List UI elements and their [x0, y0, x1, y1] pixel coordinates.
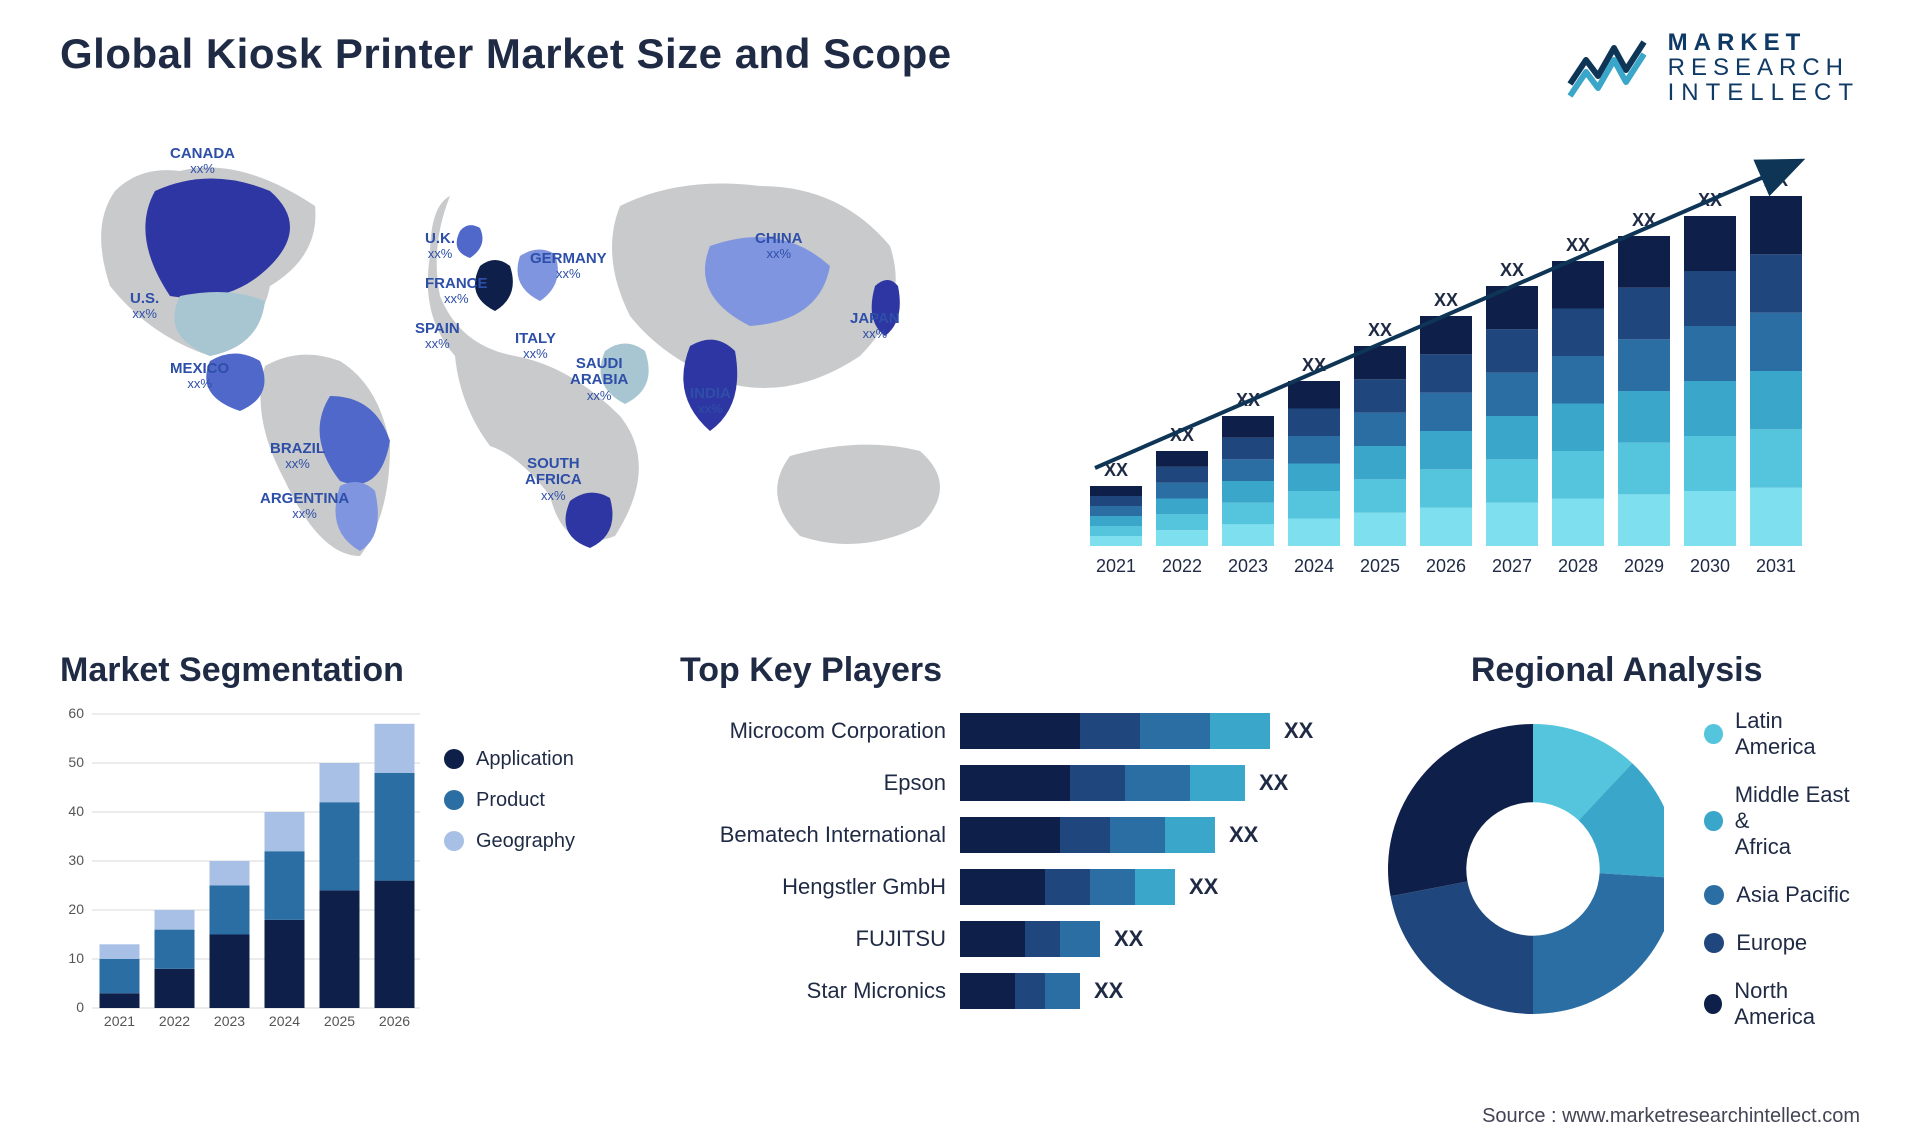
map-label-u-s-: U.S.xx%	[130, 291, 159, 322]
regional-section: Regional Analysis Latin America Middle Ea…	[1373, 651, 1860, 1061]
svg-text:2026: 2026	[379, 1013, 410, 1029]
svg-text:2026: 2026	[1426, 556, 1466, 576]
regional-legend-item: Asia Pacific	[1704, 882, 1860, 908]
header: Global Kiosk Printer Market Size and Sco…	[60, 30, 1860, 106]
map-label-india: INDIAxx%	[690, 386, 731, 417]
world-map: CANADAxx% U.S.xx% MEXICOxx% BRAZILxx% ARGENT…	[60, 136, 1020, 596]
growth-chart-svg: 2021XX2022XX2023XX2024XX2025XX2026XX2027…	[1070, 146, 1850, 586]
map-label-mexico: MEXICOxx%	[170, 361, 229, 392]
regional-legend: Latin America Middle East &Africa Asia Pac…	[1704, 708, 1860, 1030]
svg-text:2030: 2030	[1690, 556, 1730, 576]
logo-line-2: RESEARCH	[1668, 55, 1860, 80]
player-bar	[960, 765, 1245, 801]
player-name: Microcom Corporation	[680, 718, 960, 744]
segmentation-legend: Application Product Geography	[444, 748, 575, 1038]
svg-text:2021: 2021	[1096, 556, 1136, 576]
players-list: Microcom CorporationXXEpsonXXBematech In…	[680, 708, 1313, 1014]
seg-legend-product: Product	[444, 789, 575, 812]
player-row: Microcom Corporation XX	[680, 708, 1313, 754]
player-value: XX	[1229, 822, 1258, 848]
map-label-germany: GERMANYxx%	[530, 251, 607, 282]
row-top: CANADAxx% U.S.xx% MEXICOxx% BRAZILxx% ARGENT…	[60, 136, 1860, 596]
logo-line-1: MARKET	[1668, 30, 1860, 55]
player-value: XX	[1259, 770, 1288, 796]
player-name: Star Micronics	[680, 978, 960, 1004]
player-row: Bematech International XX	[680, 812, 1313, 858]
svg-text:2029: 2029	[1624, 556, 1664, 576]
svg-text:2022: 2022	[159, 1013, 190, 1029]
player-value: XX	[1284, 718, 1313, 744]
map-label-china: CHINAxx%	[755, 231, 803, 262]
logo-line-3: INTELLECT	[1668, 80, 1860, 105]
svg-text:2021: 2021	[104, 1013, 135, 1029]
regional-legend-item: Latin America	[1704, 708, 1860, 760]
svg-text:2022: 2022	[1162, 556, 1202, 576]
logo-text: MARKET RESEARCH INTELLECT	[1668, 30, 1860, 106]
svg-text:2024: 2024	[269, 1013, 300, 1029]
player-value: XX	[1189, 874, 1218, 900]
map-label-canada: CANADAxx%	[170, 146, 235, 177]
svg-text:0: 0	[76, 999, 84, 1015]
players-section: Top Key Players Microcom CorporationXXEp…	[680, 651, 1313, 1061]
regional-title: Regional Analysis	[1373, 651, 1860, 690]
player-bar	[960, 869, 1175, 905]
svg-text:50: 50	[68, 754, 84, 770]
seg-legend-geography: Geography	[444, 830, 575, 853]
regional-legend-item: Europe	[1704, 930, 1860, 956]
player-value: XX	[1094, 978, 1123, 1004]
segmentation-section: Market Segmentation 0 10 20 30 40 50 60 2021 202…	[60, 651, 620, 1061]
svg-text:2025: 2025	[324, 1013, 355, 1029]
player-name: FUJITSU	[680, 926, 960, 952]
seg-legend-application: Application	[444, 748, 575, 771]
svg-text:30: 30	[68, 852, 84, 868]
map-label-brazil: BRAZILxx%	[270, 441, 325, 472]
map-label-south-africa: SOUTHAFRICAxx%	[525, 456, 582, 503]
svg-text:2023: 2023	[1228, 556, 1268, 576]
player-name: Hengstler GmbH	[680, 874, 960, 900]
svg-text:20: 20	[68, 901, 84, 917]
map-label-japan: JAPANxx%	[850, 311, 900, 342]
player-name: Bematech International	[680, 822, 960, 848]
map-label-argentina: ARGENTINAxx%	[260, 491, 349, 522]
row-bottom: Market Segmentation 0 10 20 30 40 50 60 2021 202…	[60, 651, 1860, 1061]
svg-text:XX: XX	[1500, 260, 1524, 280]
player-name: Epson	[680, 770, 960, 796]
page-title: Global Kiosk Printer Market Size and Sco…	[60, 30, 952, 78]
svg-text:XX: XX	[1368, 320, 1392, 340]
regional-donut-svg	[1373, 709, 1664, 1029]
player-bar	[960, 973, 1080, 1009]
map-label-saudi-arabia: SAUDIARABIAxx%	[570, 356, 628, 403]
player-row: Star Micronics XX	[680, 968, 1313, 1014]
growth-chart: 2021XX2022XX2023XX2024XX2025XX2026XX2027…	[1060, 136, 1860, 596]
player-bar	[960, 921, 1100, 957]
source-line: Source : www.marketresearchintellect.com	[1482, 1105, 1860, 1128]
player-row: Hengstler GmbH XX	[680, 864, 1313, 910]
svg-text:2025: 2025	[1360, 556, 1400, 576]
segmentation-title: Market Segmentation	[60, 651, 620, 690]
svg-text:XX: XX	[1434, 290, 1458, 310]
map-label-spain: SPAINxx%	[415, 321, 460, 352]
players-title: Top Key Players	[680, 651, 1313, 690]
map-label-u-k-: U.K.xx%	[425, 231, 455, 262]
player-row: FUJITSU XX	[680, 916, 1313, 962]
map-label-france: FRANCExx%	[425, 276, 488, 307]
regional-legend-item: Middle East &Africa	[1704, 782, 1860, 860]
svg-text:40: 40	[68, 803, 84, 819]
player-bar	[960, 713, 1270, 749]
map-label-italy: ITALYxx%	[515, 331, 556, 362]
svg-text:2031: 2031	[1756, 556, 1796, 576]
player-value: XX	[1114, 926, 1143, 952]
svg-text:2027: 2027	[1492, 556, 1532, 576]
svg-text:2023: 2023	[214, 1013, 245, 1029]
regional-legend-item: North America	[1704, 978, 1860, 1030]
player-row: Epson XX	[680, 760, 1313, 806]
segmentation-chart-svg: 0 10 20 30 40 50 60 2021 2022 2023 2024 2025 2026	[60, 708, 420, 1038]
svg-text:2028: 2028	[1558, 556, 1598, 576]
player-bar	[960, 817, 1215, 853]
brand-logo: MARKET RESEARCH INTELLECT	[1566, 30, 1860, 106]
svg-text:60: 60	[68, 708, 84, 721]
logo-mark	[1566, 36, 1654, 100]
svg-text:2024: 2024	[1294, 556, 1334, 576]
svg-text:10: 10	[68, 950, 84, 966]
